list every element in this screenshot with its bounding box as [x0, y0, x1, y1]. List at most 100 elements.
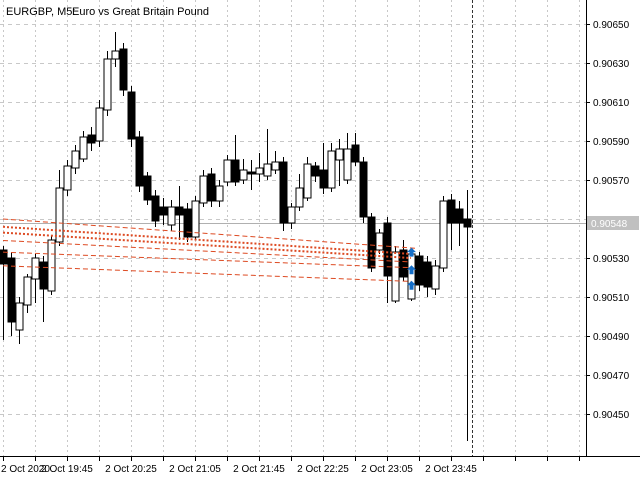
candle-body [239, 169, 248, 181]
time-axis-label: 2 Oct 19:45 [41, 464, 93, 475]
candle-body [39, 261, 48, 290]
candle-bear [319, 143, 328, 194]
candle-body [0, 249, 8, 265]
trendline-object[interactable] [2, 239, 410, 263]
candle-body [311, 165, 320, 177]
candle-bull [239, 159, 248, 184]
candle-body [303, 163, 312, 199]
candle-body [343, 148, 352, 181]
trendline-object[interactable] [2, 225, 414, 256]
candle-bear [367, 213, 376, 272]
time-axis[interactable] [0, 457, 586, 480]
candle-body [183, 208, 192, 238]
candle-body [231, 159, 240, 183]
candle-body [247, 171, 256, 175]
time-axis-label: 2 Oct 20:25 [105, 464, 157, 475]
candle-bull [103, 51, 112, 116]
candle-body [335, 148, 344, 161]
candle-bull [391, 246, 400, 303]
candle-body [263, 163, 272, 177]
candle-bull [79, 131, 88, 162]
trendline-object[interactable] [2, 231, 412, 259]
candle-bull [15, 297, 24, 344]
bid-price-badge: 0.90548 [587, 216, 639, 230]
candle-bear [399, 240, 408, 281]
candle-bull [191, 196, 200, 240]
price-axis-label: 0.90650 [593, 20, 630, 31]
price-axis-label: 0.90610 [593, 98, 630, 109]
candle-body [279, 161, 288, 224]
candle-body [439, 200, 448, 269]
candle-body [167, 206, 176, 226]
candle-body [71, 150, 80, 169]
time-axis-label: 2 Oct 23:05 [361, 464, 413, 475]
candle-body [327, 150, 336, 189]
price-axis-label: 0.90450 [593, 410, 630, 421]
candle-bull [327, 143, 336, 192]
time-axis-label: 2 Oct 22:25 [297, 464, 349, 475]
candle-bull [335, 139, 344, 186]
candle-bull [431, 260, 440, 295]
candle-bear [231, 135, 240, 186]
candle-bear [279, 157, 288, 231]
buy-arrow-icon[interactable] [407, 280, 416, 290]
candle-bull [71, 145, 80, 174]
candle-body [143, 175, 152, 201]
candle-bull [407, 250, 416, 301]
candlestick-series [0, 32, 472, 441]
candle-body [375, 232, 384, 251]
candle-body [95, 107, 104, 142]
candle-body [407, 253, 416, 300]
candle-bear [127, 86, 136, 147]
candle-bull [287, 203, 296, 229]
price-axis[interactable] [587, 0, 640, 480]
chart-grid [0, 0, 586, 456]
candle-body [79, 136, 88, 160]
chart-plot-area[interactable] [0, 0, 586, 456]
price-axis-label: 0.90530 [593, 254, 630, 265]
time-axis-label: 2 Oct 21:45 [233, 464, 285, 475]
candle-bear [175, 186, 184, 240]
candle-body [255, 167, 264, 175]
candle-body [423, 261, 432, 288]
chart-objects [2, 0, 473, 456]
candle-bear [455, 201, 464, 246]
buy-arrow-icon[interactable] [407, 247, 416, 257]
candle-body [7, 257, 16, 323]
candle-bull [95, 100, 104, 147]
candle-body [359, 161, 368, 218]
candle-bear [247, 160, 256, 190]
candle-bear [359, 157, 368, 223]
candle-body [383, 222, 392, 277]
candle-body [87, 134, 96, 144]
candle-bear [351, 133, 360, 166]
trendline-object[interactable] [2, 218, 416, 249]
candle-body [271, 161, 280, 171]
candle-bull [223, 155, 232, 186]
candle-body [223, 159, 232, 183]
candle-bear [87, 127, 96, 151]
candle-bull [375, 229, 384, 254]
candle-body [319, 169, 328, 189]
candle-bull [215, 180, 224, 207]
candle-body [23, 276, 32, 306]
candle-bull [111, 32, 120, 67]
candle-body [127, 91, 136, 140]
candle-body [367, 216, 376, 269]
candle-body [15, 302, 24, 331]
trendline-object[interactable] [2, 251, 414, 269]
candle-bear [0, 246, 8, 340]
price-axis-label: 0.90570 [593, 176, 630, 187]
candle-bear [423, 256, 432, 297]
candle-body [135, 136, 144, 187]
bid-badge-background [587, 216, 639, 230]
buy-arrow-icon[interactable] [407, 265, 416, 275]
trendline-object[interactable] [2, 265, 412, 282]
price-axis-label: 0.90470 [593, 371, 630, 382]
price-axis-label: 0.90510 [593, 293, 630, 304]
candle-bull [255, 153, 264, 182]
candle-bear [311, 162, 320, 182]
price-axis-label: 0.90590 [593, 137, 630, 148]
